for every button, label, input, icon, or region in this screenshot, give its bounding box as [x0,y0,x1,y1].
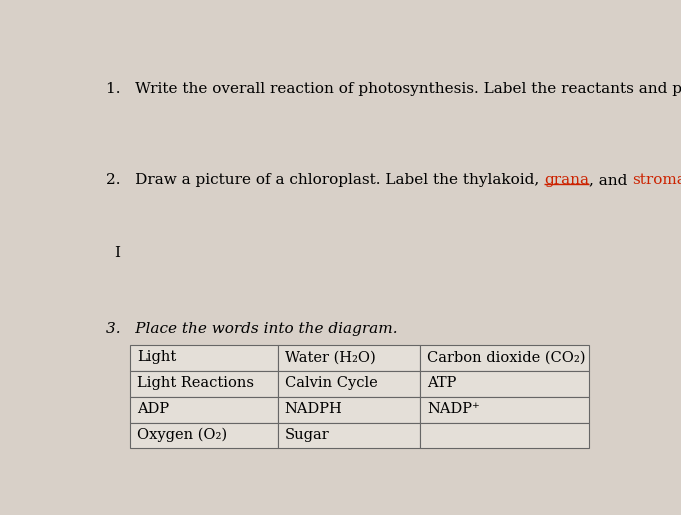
Text: NADPH: NADPH [285,402,343,416]
Text: , and: , and [589,173,633,187]
Text: grana: grana [544,173,589,187]
Bar [278,397,420,423]
Bar [420,423,589,449]
Bar [130,346,278,371]
Bar [278,423,420,449]
Text: 2.   Draw a picture of a chloroplast. Label the thylakoid,: 2. Draw a picture of a chloroplast. Labe… [106,173,544,187]
Text: Carbon dioxide (CO₂): Carbon dioxide (CO₂) [427,351,586,365]
Bar [278,371,420,397]
Text: ADP: ADP [137,402,169,416]
Bar [130,371,278,397]
Text: NADP⁺: NADP⁺ [427,402,480,416]
Bar [420,346,589,371]
Bar [130,423,278,449]
Text: Light Reactions: Light Reactions [137,376,254,390]
Bar [278,346,420,371]
Text: ATP: ATP [427,376,456,390]
Text: Sugar: Sugar [285,428,330,442]
Text: Calvin Cycle: Calvin Cycle [285,376,377,390]
Bar [420,371,589,397]
Bar [130,397,278,423]
Text: Water (H₂O): Water (H₂O) [285,351,375,365]
Text: Light: Light [137,351,176,365]
Text: stroma: stroma [633,173,681,187]
Bar [420,397,589,423]
Text: 1.   Write the overall reaction of photosynthesis. Label the reactants and produ: 1. Write the overall reaction of photosy… [106,82,681,96]
Text: 3.   Place the words into the diagram.: 3. Place the words into the diagram. [106,321,398,336]
Text: I: I [114,246,120,260]
Text: Oxygen (O₂): Oxygen (O₂) [137,428,227,442]
